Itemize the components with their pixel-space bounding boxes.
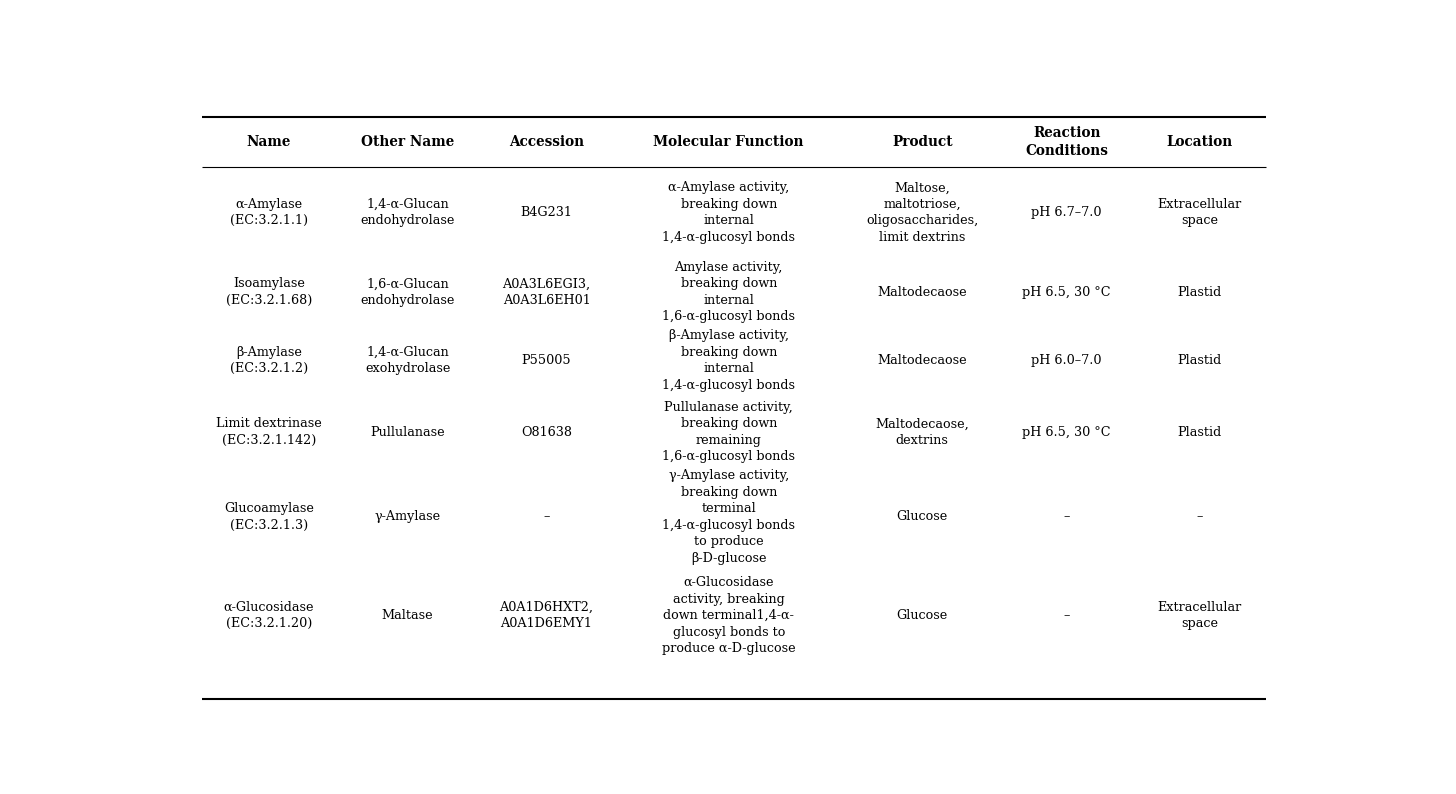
- Text: Accession: Accession: [510, 135, 584, 149]
- Text: –: –: [1063, 511, 1070, 523]
- Text: pH 6.0–7.0: pH 6.0–7.0: [1031, 354, 1102, 367]
- Text: Maltose,
maltotriose,
oligosaccharides,
limit dextrins: Maltose, maltotriose, oligosaccharides, …: [866, 181, 978, 244]
- Text: Reaction
Conditions: Reaction Conditions: [1025, 126, 1108, 158]
- Text: α-Amylase activity,
breaking down
internal
1,4-α-glucosyl bonds: α-Amylase activity, breaking down intern…: [662, 181, 795, 244]
- Text: α-Glucosidase
activity, breaking
down terminal1,4-α-
glucosyl bonds to
produce α: α-Glucosidase activity, breaking down te…: [662, 576, 795, 655]
- Text: B4G231: B4G231: [521, 206, 572, 219]
- Text: –: –: [1197, 511, 1203, 523]
- Text: Maltodecaose,
dextrins: Maltodecaose, dextrins: [875, 418, 970, 447]
- Text: 1,6-α-Glucan
endohydrolase: 1,6-α-Glucan endohydrolase: [361, 277, 454, 307]
- Text: Plastid: Plastid: [1178, 286, 1222, 299]
- Text: γ-Amylase: γ-Amylase: [374, 511, 441, 523]
- Text: Maltodecaose: Maltodecaose: [878, 354, 967, 367]
- Text: 1,4-α-Glucan
exohydrolase: 1,4-α-Glucan exohydrolase: [365, 346, 450, 376]
- Text: pH 6.5, 30 °C: pH 6.5, 30 °C: [1022, 286, 1111, 299]
- Text: Other Name: Other Name: [361, 135, 454, 149]
- Text: Maltase: Maltase: [381, 609, 434, 622]
- Text: β-Amylase
(EC:3.2.1.2): β-Amylase (EC:3.2.1.2): [230, 346, 309, 376]
- Text: Isoamylase
(EC:3.2.1.68): Isoamylase (EC:3.2.1.68): [226, 277, 312, 307]
- Text: Limit dextrinase
(EC:3.2.1.142): Limit dextrinase (EC:3.2.1.142): [215, 418, 322, 447]
- Text: Pullulanase activity,
breaking down
remaining
1,6-α-glucosyl bonds: Pullulanase activity, breaking down rema…: [662, 401, 795, 464]
- Text: Pullulanase: Pullulanase: [370, 426, 446, 438]
- Text: Molecular Function: Molecular Function: [654, 135, 804, 149]
- Text: Extracellular
space: Extracellular space: [1158, 198, 1242, 227]
- Text: pH 6.5, 30 °C: pH 6.5, 30 °C: [1022, 426, 1111, 438]
- Text: Glucoamylase
(EC:3.2.1.3): Glucoamylase (EC:3.2.1.3): [224, 502, 314, 531]
- Text: P55005: P55005: [521, 354, 571, 367]
- Text: γ-Amylase activity,
breaking down
terminal
1,4-α-glucosyl bonds
to produce
β-D-g: γ-Amylase activity, breaking down termin…: [662, 469, 795, 565]
- Text: –: –: [1063, 609, 1070, 622]
- Text: Glucose: Glucose: [897, 609, 948, 622]
- Text: Product: Product: [893, 135, 952, 149]
- Text: pH 6.7–7.0: pH 6.7–7.0: [1031, 206, 1102, 219]
- Text: Maltodecaose: Maltodecaose: [878, 286, 967, 299]
- Text: 1,4-α-Glucan
endohydrolase: 1,4-α-Glucan endohydrolase: [361, 198, 454, 227]
- Text: Plastid: Plastid: [1178, 354, 1222, 367]
- Text: A0A3L6EGI3,
A0A3L6EH01: A0A3L6EGI3, A0A3L6EH01: [502, 277, 591, 307]
- Text: Glucose: Glucose: [897, 511, 948, 523]
- Text: –: –: [543, 511, 550, 523]
- Text: Extracellular
space: Extracellular space: [1158, 601, 1242, 630]
- Text: Plastid: Plastid: [1178, 426, 1222, 438]
- Text: β-Amylase activity,
breaking down
internal
1,4-α-glucosyl bonds: β-Amylase activity, breaking down intern…: [662, 330, 795, 392]
- Text: Name: Name: [246, 135, 291, 149]
- Text: A0A1D6HXT2,
A0A1D6EMY1: A0A1D6HXT2, A0A1D6EMY1: [499, 601, 594, 630]
- Text: O81638: O81638: [521, 426, 572, 438]
- Text: α-Glucosidase
(EC:3.2.1.20): α-Glucosidase (EC:3.2.1.20): [224, 601, 314, 630]
- Text: Location: Location: [1166, 135, 1233, 149]
- Text: α-Amylase
(EC:3.2.1.1): α-Amylase (EC:3.2.1.1): [230, 198, 309, 227]
- Text: Amylase activity,
breaking down
internal
1,6-α-glucosyl bonds: Amylase activity, breaking down internal…: [662, 261, 795, 323]
